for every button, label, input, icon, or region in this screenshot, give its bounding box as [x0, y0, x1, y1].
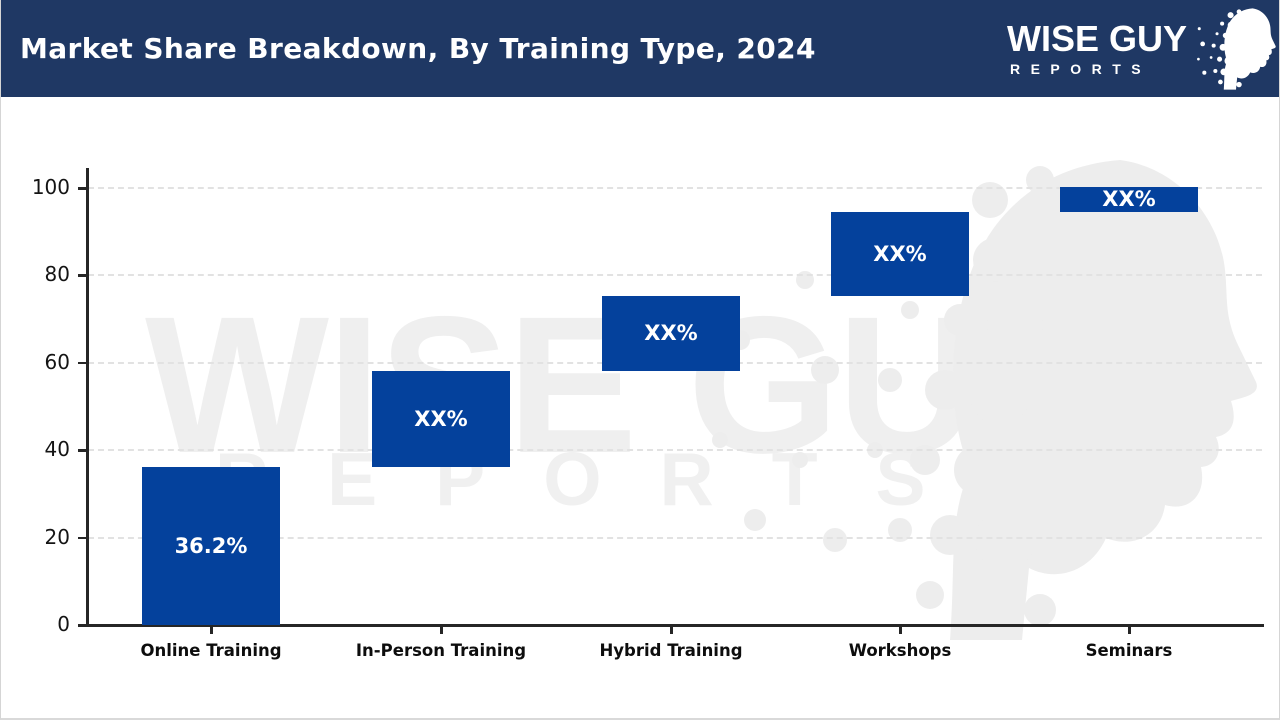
y-tick-mark: [78, 536, 87, 540]
logo-wiseguy-text: WISE GUY: [1006, 17, 1187, 59]
y-tick-mark: [78, 449, 87, 452]
x-tick-mark: [670, 627, 673, 634]
logo-reports-text: REPORTS: [1009, 60, 1152, 77]
bar-segment: [602, 296, 740, 371]
x-tick-mark: [899, 627, 902, 634]
x-tick-label: Hybrid Training: [599, 641, 743, 660]
x-axis-line: [86, 624, 1264, 627]
x-tick-label: Online Training: [140, 641, 282, 660]
x-tick-mark: [210, 627, 213, 634]
gridline: [88, 274, 1262, 277]
wiseguy-logo: WISE GUY REPORTS: [1007, 0, 1280, 97]
x-tick-label: Workshops: [848, 641, 952, 660]
y-tick-label: 0: [57, 612, 70, 636]
gridline: [88, 187, 1262, 189]
gridline: [88, 449, 1262, 452]
y-tick-label: 40: [44, 437, 70, 462]
y-tick-label: 80: [44, 262, 70, 287]
y-tick-mark: [78, 361, 87, 365]
y-tick-mark: [78, 624, 87, 627]
bar-value-label: XX%: [644, 321, 698, 346]
logo-face-icon: [1197, 7, 1276, 90]
y-axis-line: [86, 168, 89, 627]
y-tick-label: 20: [44, 524, 70, 549]
bar-value-label: XX%: [414, 406, 468, 431]
bar-segment: [372, 370, 510, 467]
bar-value-label: XX%: [873, 242, 927, 267]
y-tick-mark: [78, 274, 87, 277]
watermark-face-icon: [712, 160, 1257, 640]
y-tick-label: 60: [44, 349, 70, 374]
x-tick-label: Seminars: [1085, 641, 1173, 660]
bar-segment: [142, 466, 280, 625]
watermark-reports-text: REPORTS: [215, 437, 984, 521]
header: Market Share Breakdown, By Training Type…: [0, 0, 1280, 97]
x-tick-mark: [1128, 627, 1131, 634]
y-tick-mark: [78, 187, 87, 190]
page-title: Market Share Breakdown, By Training Type…: [20, 32, 816, 65]
logo-wordmark: WISE GUY REPORTS: [1006, 17, 1187, 77]
bar-value-label: 36.2%: [174, 533, 248, 558]
gridline: [88, 536, 1262, 539]
x-tick-label: In-Person Training: [355, 641, 527, 660]
bar-value-label: XX%: [1102, 186, 1156, 211]
bar-segment: [831, 212, 969, 297]
bar-segment: [1060, 186, 1198, 213]
y-tick-label: 100: [31, 175, 70, 199]
x-tick-mark: [440, 627, 443, 634]
